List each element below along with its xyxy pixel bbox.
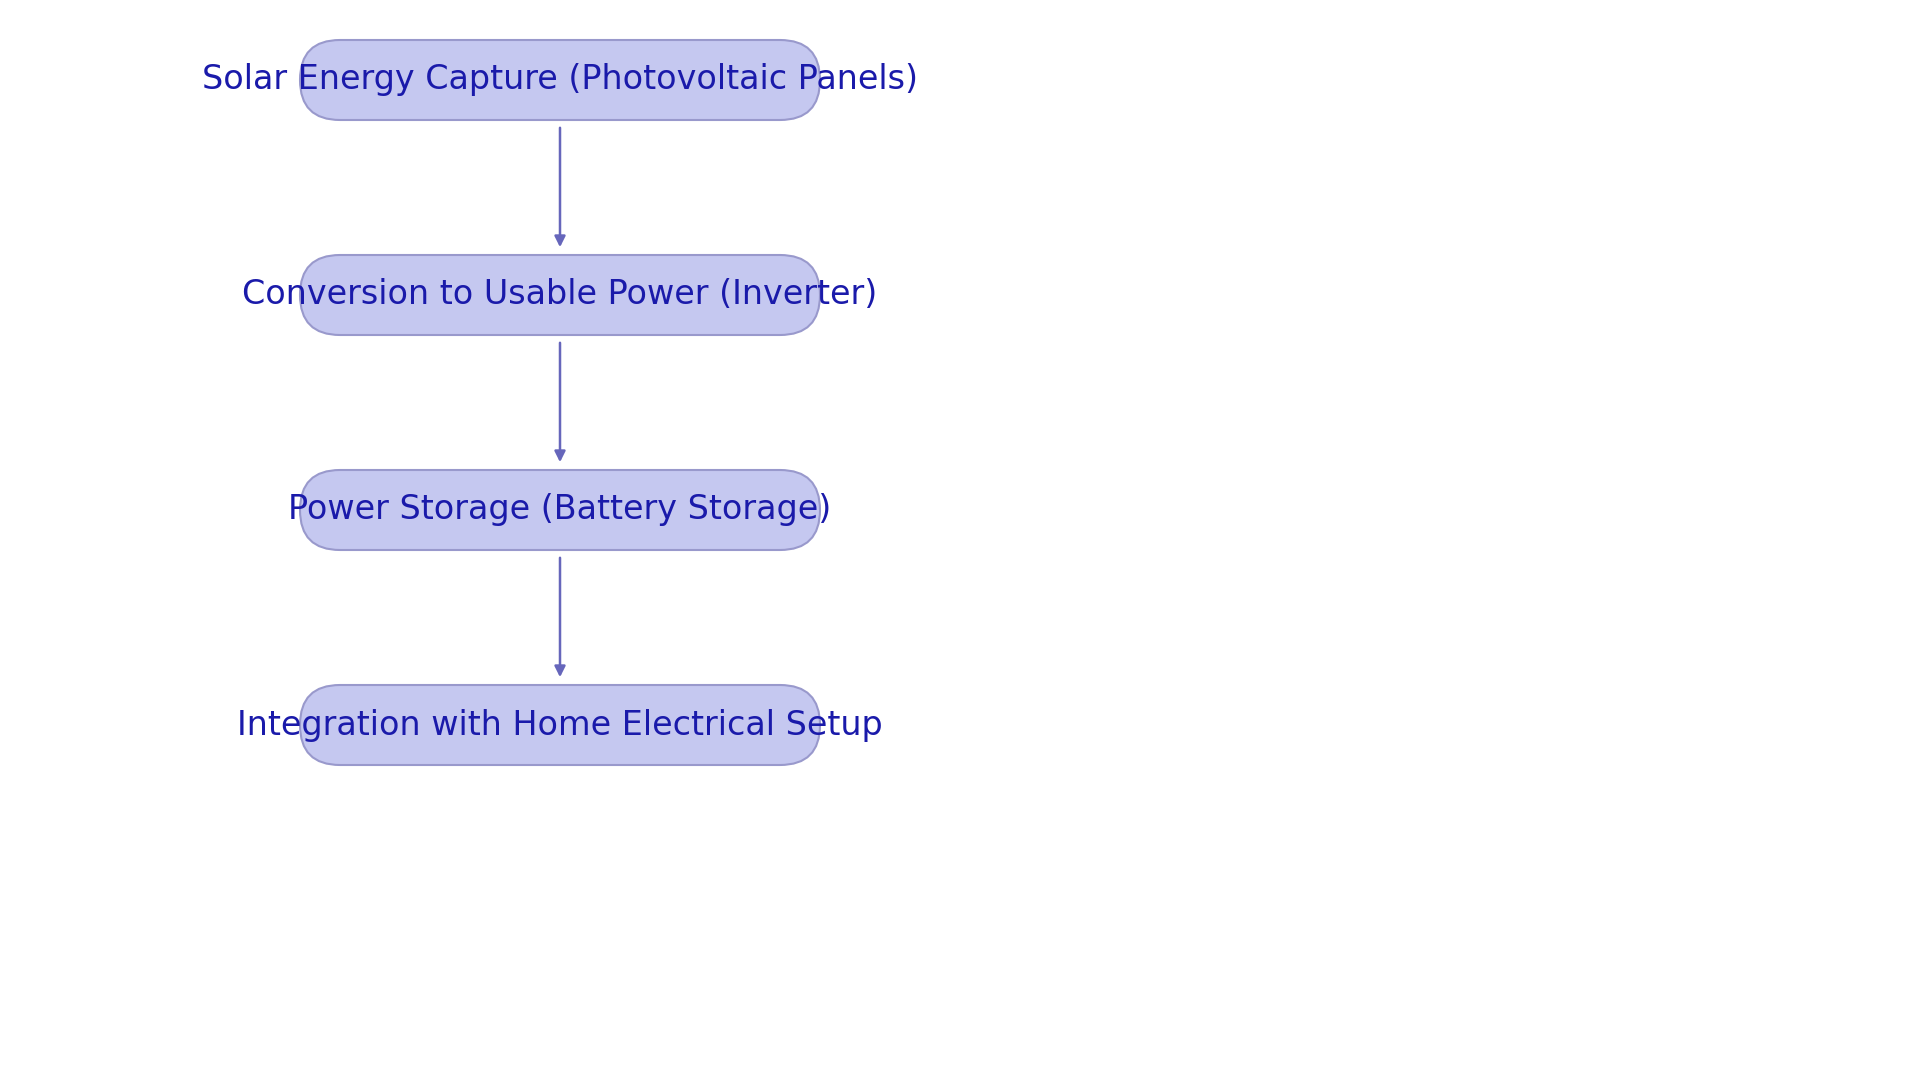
Text: Conversion to Usable Power (Inverter): Conversion to Usable Power (Inverter) — [242, 278, 877, 312]
FancyBboxPatch shape — [300, 470, 820, 550]
FancyBboxPatch shape — [300, 686, 820, 765]
Text: Solar Energy Capture (Photovoltaic Panels): Solar Energy Capture (Photovoltaic Panel… — [202, 64, 918, 96]
FancyBboxPatch shape — [300, 40, 820, 120]
Text: Integration with Home Electrical Setup: Integration with Home Electrical Setup — [238, 708, 883, 742]
Text: Power Storage (Battery Storage): Power Storage (Battery Storage) — [288, 494, 831, 526]
FancyBboxPatch shape — [300, 255, 820, 335]
